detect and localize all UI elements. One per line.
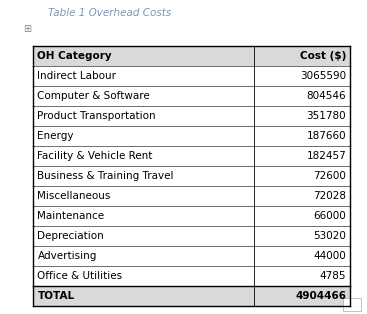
Text: 351780: 351780 <box>306 111 346 121</box>
Text: Maintenance: Maintenance <box>37 211 105 221</box>
Text: 182457: 182457 <box>306 151 346 161</box>
Text: Miscellaneous: Miscellaneous <box>37 191 111 201</box>
Text: Depreciation: Depreciation <box>37 231 104 241</box>
Text: Facility & Vehicle Rent: Facility & Vehicle Rent <box>37 151 153 161</box>
Text: 4904466: 4904466 <box>295 291 346 301</box>
Text: Business & Training Travel: Business & Training Travel <box>37 171 174 181</box>
Text: Advertising: Advertising <box>37 251 97 261</box>
Text: 44000: 44000 <box>313 251 346 261</box>
Text: 187660: 187660 <box>306 131 346 141</box>
Text: 804546: 804546 <box>306 91 346 101</box>
Text: ⊞: ⊞ <box>23 24 31 34</box>
Text: 72028: 72028 <box>313 191 346 201</box>
Text: 66000: 66000 <box>313 211 346 221</box>
Text: 4785: 4785 <box>320 271 346 281</box>
Text: 3065590: 3065590 <box>300 71 346 81</box>
Text: Computer & Software: Computer & Software <box>37 91 150 101</box>
Text: 72600: 72600 <box>313 171 346 181</box>
Text: 53020: 53020 <box>313 231 346 241</box>
Text: Indirect Labour: Indirect Labour <box>37 71 116 81</box>
Text: OH Category: OH Category <box>37 51 112 61</box>
Text: Office & Utilities: Office & Utilities <box>37 271 123 281</box>
Text: Energy: Energy <box>37 131 74 141</box>
Text: Table 1 Overhead Costs: Table 1 Overhead Costs <box>48 8 171 18</box>
Text: Product Transportation: Product Transportation <box>37 111 156 121</box>
Text: TOTAL: TOTAL <box>37 291 75 301</box>
Text: Cost ($): Cost ($) <box>300 51 346 61</box>
